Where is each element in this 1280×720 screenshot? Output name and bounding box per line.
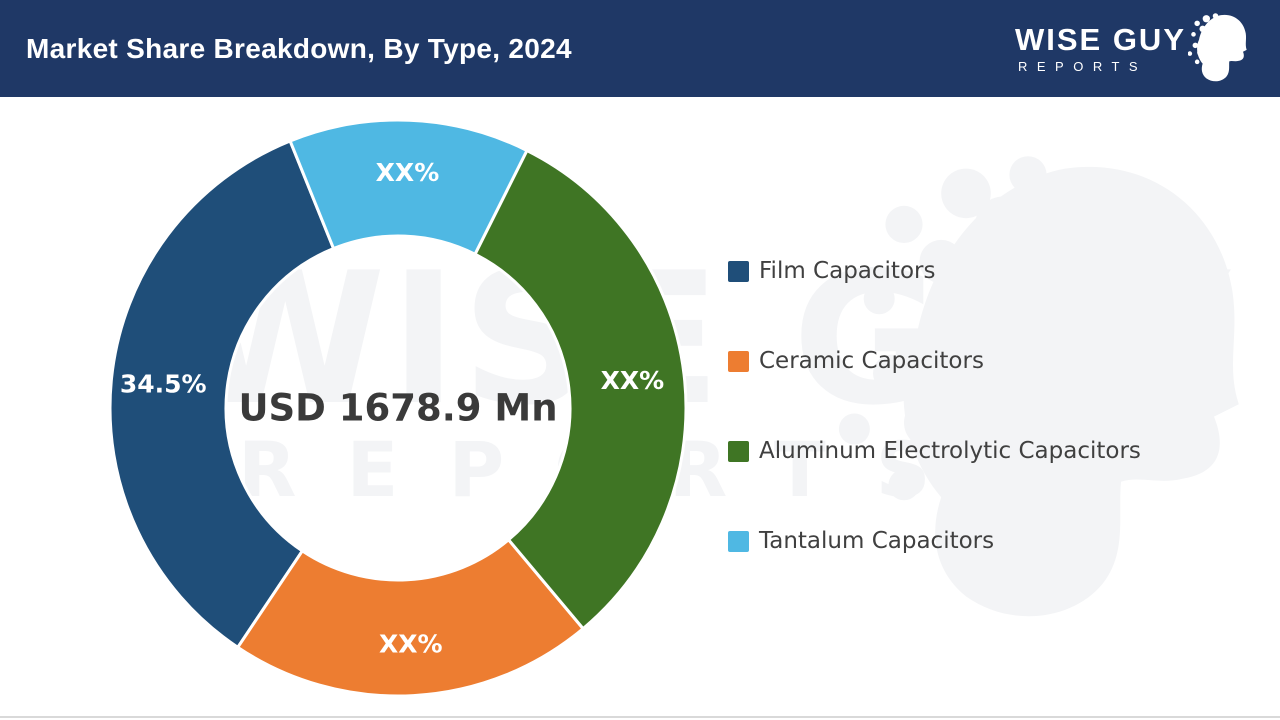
donut-segment-ceramic-capacitors	[236, 538, 585, 698]
slice-percent-label-film-capacitors: 34.5%	[120, 369, 207, 398]
header-bar: Market Share Breakdown, By Type, 2024 WI…	[0, 0, 1280, 97]
legend-label-tantalum-capacitors: Tantalum Capacitors	[759, 528, 995, 554]
slice-percent-label-tantalum-capacitors: XX%	[376, 158, 440, 187]
legend-label-aluminum-electrolytic-capacitors: Aluminum Electrolytic Capacitors	[759, 438, 1141, 464]
legend-item-aluminum-electrolytic-capacitors: Aluminum Electrolytic Capacitors	[728, 437, 1141, 465]
legend-label-ceramic-capacitors: Ceramic Capacitors	[759, 348, 984, 374]
brand-subtitle: REPORTS	[1017, 58, 1148, 74]
brand-name: WISE GUY	[1014, 21, 1186, 57]
legend-item-tantalum-capacitors: Tantalum Capacitors	[728, 527, 1141, 555]
legend-swatch-tantalum-capacitors	[728, 530, 749, 552]
legend-label-film-capacitors: Film Capacitors	[759, 258, 936, 284]
legend-swatch-film-capacitors	[728, 260, 749, 282]
donut-segment-film-capacitors	[108, 139, 336, 649]
donut-segment-aluminum-electrolytic-capacitors	[473, 148, 688, 631]
logo-head-icon	[1188, 12, 1247, 81]
legend-item-film-capacitors: Film Capacitors	[728, 257, 1141, 285]
brand-logo-text: WISE GUY REPORTS	[1015, 24, 1186, 74]
donut-segment-tantalum-capacitors	[288, 118, 529, 256]
legend-swatch-aluminum-electrolytic-capacitors	[728, 440, 749, 462]
donut-center-value: USD 1678.9 Mn	[238, 386, 558, 430]
bottom-border	[0, 716, 1280, 718]
legend-swatch-ceramic-capacitors	[728, 350, 749, 372]
slice-percent-label-aluminum-electrolytic-capacitors: XX%	[601, 366, 665, 395]
brand-logo: WISE GUY REPORTS	[1015, 11, 1254, 87]
legend-item-ceramic-capacitors: Ceramic Capacitors	[728, 347, 1141, 375]
page-title: Market Share Breakdown, By Type, 2024	[26, 32, 572, 64]
slice-percent-label-ceramic-capacitors: XX%	[379, 629, 443, 658]
legend: Film Capacitors Ceramic Capacitors Aluminu…	[728, 257, 1141, 617]
